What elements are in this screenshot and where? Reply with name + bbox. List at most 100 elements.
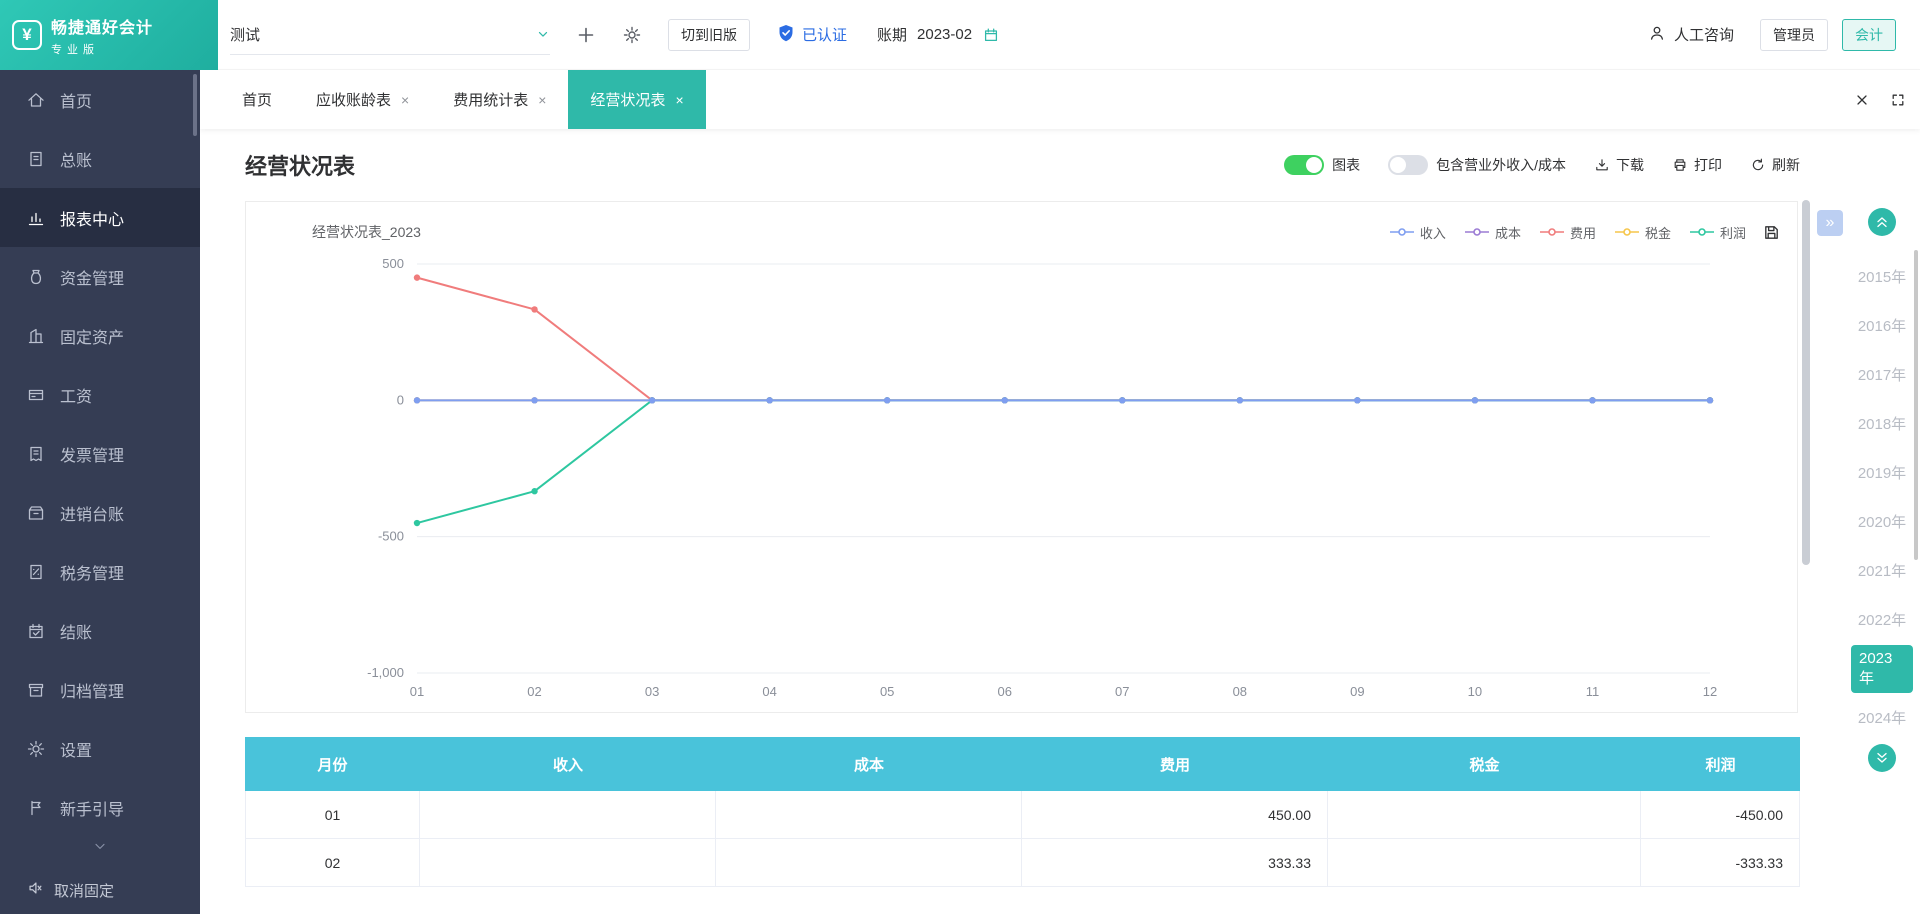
chart-title: 经营状况表_2023: [312, 224, 421, 240]
consult-button[interactable]: 人工咨询: [1648, 24, 1734, 46]
refresh-button[interactable]: 刷新: [1750, 155, 1800, 175]
switch-old-version-button[interactable]: 切到旧版: [668, 18, 750, 51]
topbar: 测试 切到旧版 已认证 账期 2023-02 人工咨询 管理员 会计: [200, 0, 1920, 70]
fullscreen-icon[interactable]: [1890, 92, 1906, 108]
sidebar-item-label: 首页: [60, 93, 93, 111]
unpin-button[interactable]: 取消固定: [0, 866, 200, 914]
salary-icon: [28, 389, 44, 400]
sidebar-item-closing[interactable]: 结账: [0, 601, 200, 660]
year-option[interactable]: 2018年: [1851, 399, 1913, 448]
year-label: 2020年: [1857, 514, 1907, 531]
year-label: 2022年: [1857, 612, 1907, 629]
chart-toggle-label: 图表: [1332, 157, 1361, 173]
sidebar-item-settings[interactable]: 设置: [0, 719, 200, 778]
legend-label: 收入: [1419, 225, 1446, 241]
cell-expense: 333.33: [1022, 839, 1328, 886]
sidebar-item-tax[interactable]: 税务管理: [0, 542, 200, 601]
period-value[interactable]: 2023-02: [917, 26, 973, 43]
sidebar-item-label: 税务管理: [60, 565, 125, 583]
legend-label: 利润: [1719, 225, 1746, 241]
account-set-value: 测试: [230, 26, 261, 44]
role-accountant-button[interactable]: 会计: [1842, 18, 1896, 51]
include-nonoperating-toggle[interactable]: [1388, 155, 1429, 175]
legend-cost[interactable]: 成本: [1464, 223, 1521, 242]
fullscreen-icon: [1892, 94, 1904, 105]
sidebar-menu: 首页总账 报表中心资金管理固定资产 工资 发票管理 进销台账税务管理结账归档管理设置 新手…: [0, 70, 200, 837]
year-option[interactable]: 2017年: [1851, 350, 1913, 399]
add-account-set-button[interactable]: [576, 25, 596, 45]
report-icon: [28, 212, 44, 225]
calendar-icon[interactable]: [982, 26, 1000, 44]
sidebar-item-archive[interactable]: 归档管理: [0, 660, 200, 719]
download-label: 下载: [1616, 157, 1644, 173]
svg-text:0: 0: [397, 392, 404, 407]
sidebar-item-fund[interactable]: 资金管理: [0, 247, 200, 306]
gear-icon-button[interactable]: [622, 25, 642, 45]
print-button[interactable]: 打印: [1672, 155, 1722, 175]
sidebar-item-asset[interactable]: 固定资产: [0, 306, 200, 365]
sidebar-item-label: 资金管理: [60, 270, 125, 288]
year-option[interactable]: 2021年: [1851, 546, 1913, 595]
legend-income[interactable]: 收入: [1389, 223, 1446, 242]
table-row[interactable]: 02 333.33 -333.33: [245, 839, 1800, 887]
content-scrollbar[interactable]: [1802, 200, 1810, 565]
sidebar-item-label: 归档管理: [60, 683, 125, 701]
series-profit[interactable]: [413, 397, 1714, 527]
legend-marker-icon: [1539, 228, 1564, 236]
cell-cost: [716, 791, 1022, 838]
table-header-expense: 费用: [1159, 756, 1190, 774]
tab-close-icon[interactable]: ×: [538, 91, 547, 108]
series-income[interactable]: [413, 397, 1714, 404]
svg-text:03: 03: [645, 684, 659, 699]
table-row[interactable]: 01 450.00 -450.00: [245, 791, 1800, 839]
year-panel-toggle-button[interactable]: »: [1817, 210, 1843, 236]
tab-1[interactable]: 应收账龄表 ×: [294, 70, 431, 129]
download-icon: [1596, 159, 1608, 171]
year-option[interactable]: 2016年: [1851, 301, 1913, 350]
chart-container: 经营状况表_2023 收入 成本 费用 税金 利润 500 0 -500 -1,000 01 02…: [245, 201, 1798, 713]
year-option[interactable]: 2023年: [1851, 644, 1913, 693]
sidebar-scrollbar[interactable]: [193, 74, 197, 136]
chev-down-icon: [95, 843, 105, 849]
account-set-select[interactable]: 测试: [230, 15, 550, 55]
series-expense[interactable]: [413, 274, 1714, 404]
save-chart-button[interactable]: [1762, 223, 1781, 242]
certified-badge[interactable]: 已认证: [776, 23, 847, 47]
years-scroll-up-button[interactable]: [1868, 208, 1896, 236]
cell-tax: [1328, 839, 1641, 886]
legend-expense[interactable]: 费用: [1539, 223, 1596, 242]
tab-label: 经营状况表: [590, 92, 666, 109]
tab-3[interactable]: 经营状况表 ×: [568, 70, 706, 129]
download-button[interactable]: 下载: [1594, 155, 1644, 175]
year-panel-scrollbar[interactable]: [1914, 250, 1918, 560]
admin-button[interactable]: 管理员: [1760, 18, 1828, 51]
tab-close-icon[interactable]: ×: [675, 91, 684, 108]
tab-2[interactable]: 费用统计表 ×: [431, 70, 568, 129]
tab-0[interactable]: 首页: [220, 70, 294, 129]
sidebar-item-salary[interactable]: 工资: [0, 365, 200, 424]
table-header-income: 收入: [552, 756, 583, 774]
sidebar-item-home[interactable]: 首页: [0, 70, 200, 129]
year-option[interactable]: 2022年: [1851, 595, 1913, 644]
menu-scroll-down-icon[interactable]: [0, 838, 200, 859]
year-option[interactable]: 2015年: [1851, 252, 1913, 301]
year-option[interactable]: 2024年: [1851, 693, 1913, 742]
sidebar-item-guide[interactable]: 新手引导: [0, 778, 200, 837]
guide-icon: [31, 800, 41, 815]
sidebar-item-inventory[interactable]: 进销台账: [0, 483, 200, 542]
year-option[interactable]: 2020年: [1851, 497, 1913, 546]
year-label: 2021年: [1857, 563, 1907, 580]
legend-tax[interactable]: 税金: [1614, 223, 1671, 242]
sidebar-item-report[interactable]: 报表中心: [0, 188, 200, 247]
legend-profit[interactable]: 利润: [1689, 223, 1746, 242]
sidebar-item-invoice[interactable]: 发票管理: [0, 424, 200, 483]
year-option[interactable]: 2019年: [1851, 448, 1913, 497]
sidebar-item-label: 结账: [60, 624, 93, 642]
sidebar-item-ledger[interactable]: 总账: [0, 129, 200, 188]
tab-close-icon[interactable]: ×: [401, 91, 410, 108]
years-scroll-down-button[interactable]: [1868, 744, 1896, 772]
tab-label: 应收账龄表: [316, 92, 392, 109]
chart-toggle[interactable]: [1284, 155, 1325, 175]
svg-text:06: 06: [997, 684, 1011, 699]
close-tabs-icon[interactable]: [1854, 92, 1870, 108]
